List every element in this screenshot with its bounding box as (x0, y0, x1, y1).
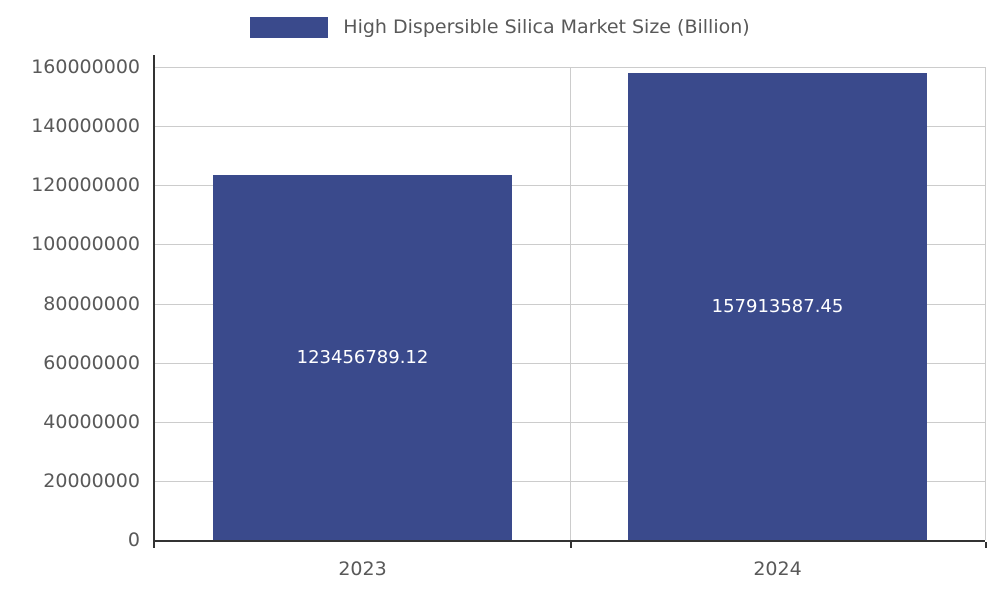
y-axis-tick-label: 40000000 (43, 410, 140, 433)
y-axis-tick-label: 20000000 (43, 469, 140, 492)
gridline-vertical (570, 67, 571, 540)
x-axis-tick-mark (570, 542, 572, 548)
y-axis-tick-label: 160000000 (31, 56, 140, 78)
legend[interactable]: High Dispersible Silica Market Size (Bil… (0, 16, 1000, 38)
legend-swatch (250, 16, 329, 38)
x-axis-tick-mark (985, 542, 987, 548)
y-axis-tick-label: 120000000 (31, 174, 140, 197)
x-axis-tick-label: 2023 (338, 558, 387, 580)
legend-label: High Dispersible Silica Market Size (Bil… (343, 16, 750, 38)
bar-value-label: 157913587.45 (711, 296, 844, 318)
y-axis-tick-label: 100000000 (31, 233, 140, 256)
gridline-vertical (985, 67, 986, 540)
x-axis-line (153, 540, 985, 542)
bar-value-label: 123456789.12 (296, 347, 429, 368)
y-axis-line (153, 55, 155, 544)
y-axis-tick-label: 60000000 (43, 351, 140, 374)
x-axis-tick-label: 2024 (753, 558, 802, 580)
y-axis-tick-label: 0 (127, 529, 140, 551)
x-axis-tick-mark (153, 542, 155, 548)
y-axis-tick-label: 80000000 (43, 292, 140, 315)
y-axis-tick-label: 140000000 (31, 115, 140, 138)
bar-2023: 123456789.12 (213, 175, 512, 540)
bar-2024: 157913587.45 (628, 73, 927, 540)
